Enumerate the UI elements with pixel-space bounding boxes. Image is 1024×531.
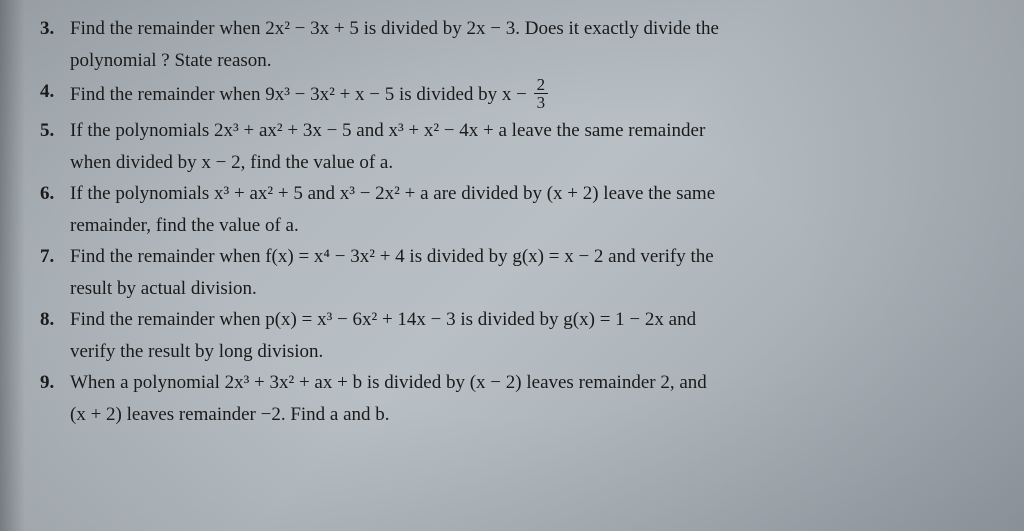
problem-text: If the polynomials 2x³ + ax² + 3x − 5 an… <box>70 117 994 145</box>
problem-text: Find the remainder when f(x) = x⁴ − 3x² … <box>70 243 994 271</box>
problem-3: 3. Find the remainder when 2x² − 3x + 5 … <box>40 15 994 43</box>
problem-number: 9. <box>40 369 70 397</box>
problem-continuation: (x + 2) leaves remainder −2. Find a and … <box>70 401 994 429</box>
problem-continuation: result by actual division. <box>70 275 994 303</box>
problem-4: 4. Find the remainder when 9x³ − 3x² + x… <box>40 78 994 113</box>
problem-7: 7. Find the remainder when f(x) = x⁴ − 3… <box>40 243 994 271</box>
textbook-page: 3. Find the remainder when 2x² − 3x + 5 … <box>40 15 994 429</box>
problem-continuation: remainder, find the value of a. <box>70 212 994 240</box>
problem-text: When a polynomial 2x³ + 3x² + ax + b is … <box>70 369 994 397</box>
problem-text: Find the remainder when 9x³ − 3x² + x − … <box>70 78 994 113</box>
problem-number: 8. <box>40 306 70 334</box>
problem-continuation: polynomial ? State reason. <box>70 47 994 75</box>
problem-number: 5. <box>40 117 70 145</box>
problem-text: Find the remainder when p(x) = x³ − 6x² … <box>70 306 994 334</box>
problem-number: 4. <box>40 78 70 113</box>
fraction-denominator: 3 <box>534 94 549 111</box>
fraction-numerator: 2 <box>534 76 549 94</box>
problem-text: If the polynomials x³ + ax² + 5 and x³ −… <box>70 180 994 208</box>
problem-8: 8. Find the remainder when p(x) = x³ − 6… <box>40 306 994 334</box>
problem-number: 3. <box>40 15 70 43</box>
problem-number: 7. <box>40 243 70 271</box>
problem-text: Find the remainder when 2x² − 3x + 5 is … <box>70 15 994 43</box>
problem-5: 5. If the polynomials 2x³ + ax² + 3x − 5… <box>40 117 994 145</box>
problem-continuation: verify the result by long division. <box>70 338 994 366</box>
problem-6: 6. If the polynomials x³ + ax² + 5 and x… <box>40 180 994 208</box>
problem-9: 9. When a polynomial 2x³ + 3x² + ax + b … <box>40 369 994 397</box>
problem-continuation: when divided by x − 2, find the value of… <box>70 149 994 177</box>
problem-text-prefix: Find the remainder when 9x³ − 3x² + x − … <box>70 84 532 105</box>
problem-number: 6. <box>40 180 70 208</box>
fraction: 23 <box>534 76 549 111</box>
page-shadow-left <box>0 0 25 531</box>
